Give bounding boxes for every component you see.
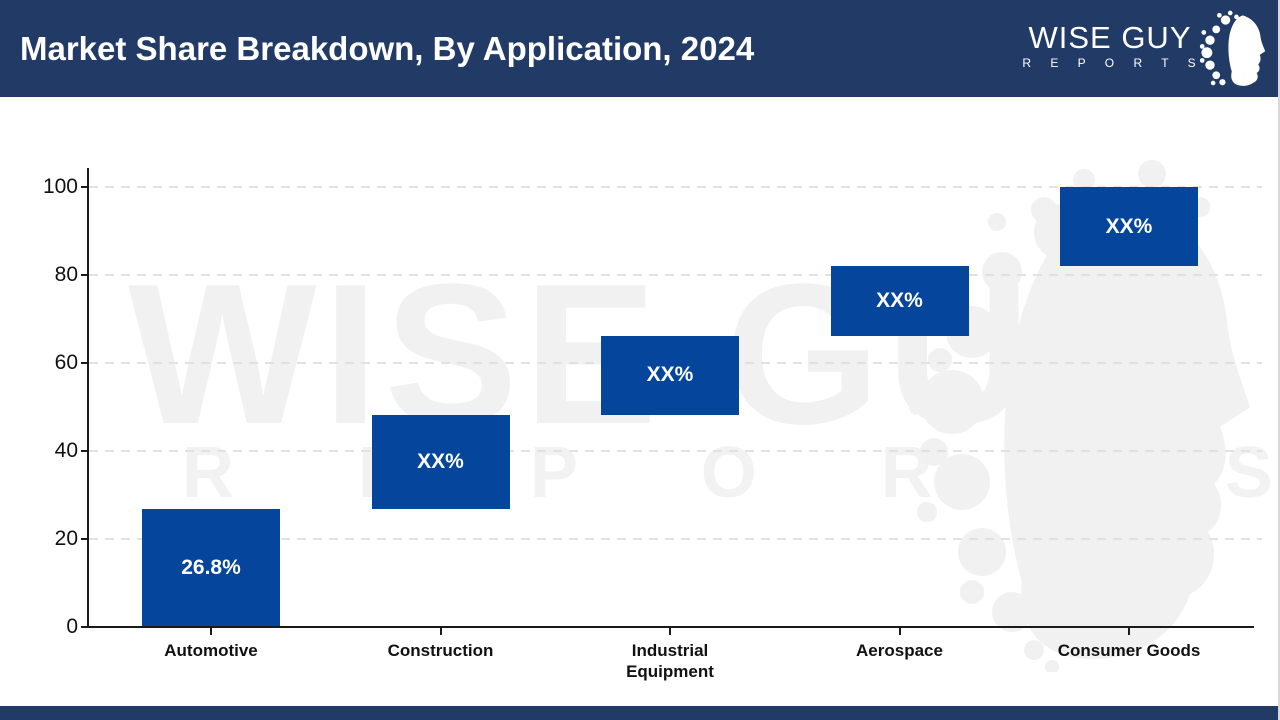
- bar-segment: XX%: [371, 414, 510, 510]
- y-tick-mark: [81, 450, 88, 452]
- bar-value-label: 26.8%: [181, 556, 241, 580]
- bar-value-label: XX%: [646, 363, 694, 387]
- header: Market Share Breakdown, By Application, …: [0, 0, 1278, 97]
- logo-tagline: R E P O R T S: [1022, 56, 1204, 70]
- y-tick-mark: [81, 362, 88, 364]
- y-tick-mark: [81, 186, 88, 188]
- category-label: Construction: [387, 641, 494, 660]
- y-tick-label: 100: [42, 175, 78, 198]
- category-label: Automotive: [164, 641, 258, 660]
- category-label: Aerospace: [856, 641, 943, 660]
- logo-wordmark: WISE GUY: [1028, 20, 1192, 55]
- gridline: [89, 450, 1262, 452]
- x-tick-mark: [210, 628, 212, 635]
- y-tick-label: 0: [66, 615, 78, 638]
- gridline: [89, 186, 1262, 188]
- bar-value-label: XX%: [1105, 214, 1153, 238]
- y-axis-line: [87, 168, 89, 628]
- x-axis-line: [87, 626, 1254, 628]
- page-title: Market Share Breakdown, By Application, …: [20, 29, 755, 67]
- footer-bar: [0, 706, 1278, 720]
- category-label: Industrial Equipment: [626, 641, 714, 681]
- chart-area: WISE GUY R E P O R T S: [0, 97, 1278, 706]
- bar-segment: XX%: [1060, 187, 1198, 267]
- gridline: [89, 274, 1262, 276]
- y-tick-label: 20: [54, 527, 78, 550]
- bar-segment: XX%: [601, 335, 739, 415]
- logo-head-profile-icon: [1196, 8, 1266, 93]
- logo: WISE GUY R E P O R T S: [1016, 6, 1266, 92]
- y-tick-mark: [81, 626, 88, 628]
- y-tick-label: 40: [54, 439, 78, 462]
- x-tick-mark: [898, 628, 901, 635]
- category-label: Consumer Goods: [1057, 641, 1201, 660]
- y-tick-mark: [81, 274, 88, 276]
- logo-text: WISE GUY R E P O R T S: [1016, 22, 1204, 69]
- y-tick-mark: [81, 538, 88, 540]
- bar-segment: 26.8%: [142, 509, 280, 627]
- bar-segment: XX%: [830, 266, 969, 336]
- gridline: [89, 538, 1262, 540]
- x-tick-mark: [669, 628, 671, 635]
- bar-value-label: XX%: [876, 288, 923, 312]
- y-tick-label: 80: [54, 263, 78, 286]
- x-tick-mark: [439, 628, 442, 635]
- x-tick-mark: [1128, 628, 1130, 635]
- y-tick-label: 60: [54, 351, 78, 374]
- bar-value-label: XX%: [417, 449, 464, 473]
